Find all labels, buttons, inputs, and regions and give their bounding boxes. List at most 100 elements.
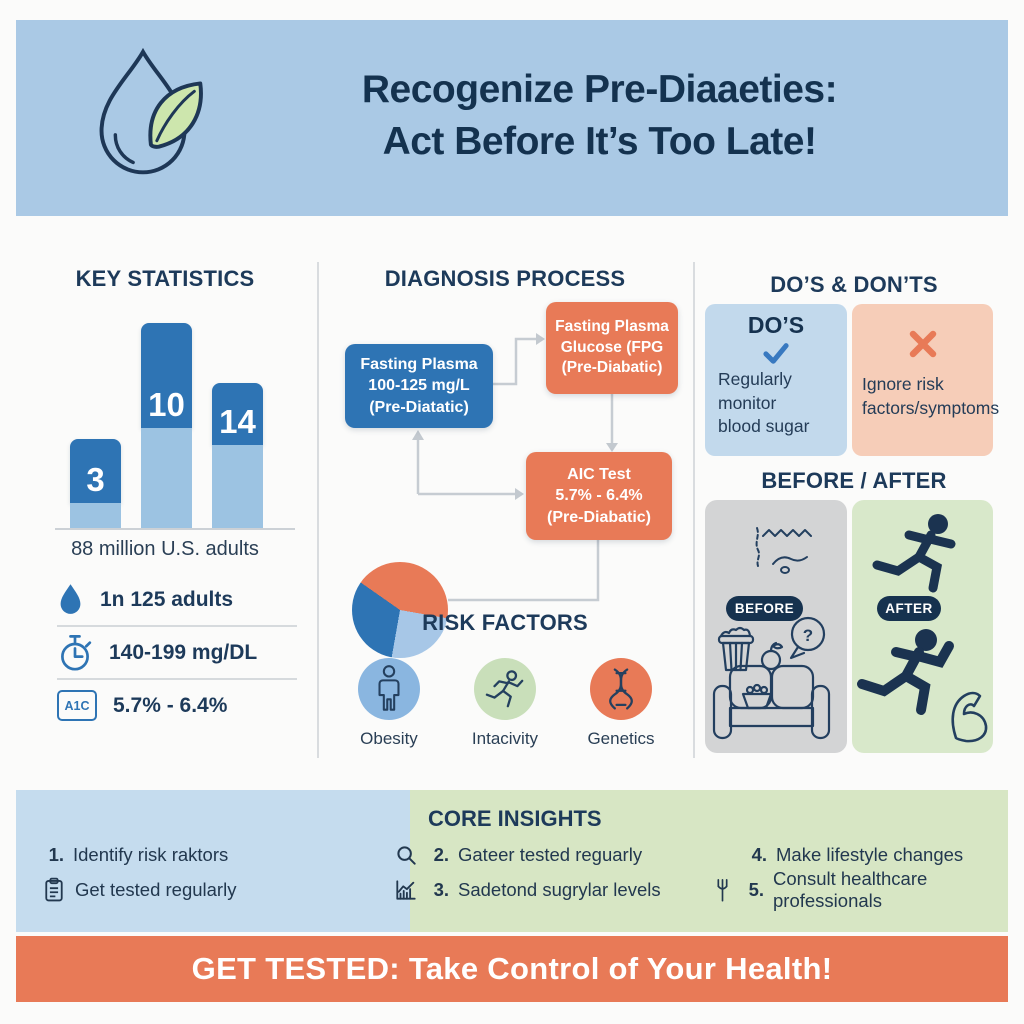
dos-card: DO’S Regularly monitor blood sugar xyxy=(705,304,847,456)
node-line: 100-125 mg/L xyxy=(368,377,470,395)
insight-item: 5. Consult healthcare professionals xyxy=(712,868,1008,911)
before-after-title: BEFORE / AFTER xyxy=(761,468,947,493)
bar-2: 10 xyxy=(141,323,192,528)
runner-silhouette-icon xyxy=(872,514,956,593)
clipboard-icon xyxy=(45,877,63,902)
core-insights-strip: CORE INSIGHTS 1. Identify risk raktors xyxy=(16,790,1008,932)
page-title-line1: Recogenize Pre-Diaaeties: xyxy=(361,68,838,111)
risk-item-obesity: Obesity xyxy=(345,658,433,749)
node-line: 5.7% - 6.4% xyxy=(555,487,643,505)
stats-list: 1n 125 adults 140-199 mg/DL A1C 5.7% - 6… xyxy=(57,574,297,731)
divider xyxy=(57,678,297,680)
item-number: 5. xyxy=(748,879,765,900)
before-scene: ? xyxy=(712,527,831,740)
bar-chart: 3 10 14 xyxy=(55,322,295,530)
bar-3-base xyxy=(212,445,263,528)
bar-3-value: 14 xyxy=(212,383,263,445)
risk-circle xyxy=(474,658,536,720)
insights-col-1: 1. Identify risk raktors Get tested regu… xyxy=(42,840,236,905)
column-divider-right xyxy=(693,262,695,758)
bicep-icon xyxy=(951,691,988,743)
risk-label: Intacivity xyxy=(471,729,539,748)
key-statistics-title: KEY STATISTICS xyxy=(75,266,255,291)
core-insights-title: CORE INSIGHTS xyxy=(428,806,602,831)
insights-col-2: 2. Gateer tested reguarly 3. Sadetond su… xyxy=(394,840,661,905)
risk-factors-row: Obesity Intacivity xyxy=(335,658,675,749)
risk-item-inactivity: Intacivity xyxy=(461,658,549,749)
item-number: 1. xyxy=(48,844,64,865)
risk-label: Genetics xyxy=(587,729,655,748)
cta-banner: GET TESTED: Take Control of Your Health! xyxy=(16,936,1008,1002)
item-number: 2. xyxy=(433,844,449,865)
strip-green-panel xyxy=(410,790,1008,932)
item-text: Get tested regularly xyxy=(75,879,237,900)
couch-icon xyxy=(712,664,831,740)
item-text: Make lifestyle changes xyxy=(776,844,964,865)
diagnosis-title: DIAGNOSIS PROCESS xyxy=(384,266,626,291)
bar-1-base xyxy=(70,503,121,528)
pie-chart xyxy=(352,562,448,658)
runner-icon xyxy=(485,670,524,708)
insight-item: 3. Sadetond sugrylar levels xyxy=(394,875,661,905)
check-icon xyxy=(763,343,789,364)
dos-donts-title: DO’S & DON’TS xyxy=(770,272,938,297)
magnifier-icon xyxy=(397,846,416,865)
item-number: 4. xyxy=(751,844,767,865)
cta-text: GET TESTED: Take Control of Your Health! xyxy=(191,951,833,986)
bar-2-value: 10 xyxy=(141,323,192,428)
bar-1-value: 3 xyxy=(70,439,121,503)
item-text: Sadetond sugrylar levels xyxy=(458,879,661,900)
before-card: ? BEFORE xyxy=(705,500,847,753)
item-text: Gateer tested reguarly xyxy=(458,844,643,865)
runner-silhouette-icon xyxy=(857,629,954,715)
insight-item: 1. Identify risk raktors xyxy=(42,840,236,870)
stat-value: 5.7% - 6.4% xyxy=(113,693,228,717)
water-drop-icon xyxy=(60,584,81,614)
strip-blue-panel xyxy=(16,790,410,932)
x-axis-line xyxy=(55,528,295,530)
header-banner: Recogenize Pre-Diaaeties: Act Before It’… xyxy=(16,20,1008,216)
flow-node-fpg: Fasting Plasma Glucose (FPG (Pre-Diabati… xyxy=(546,302,678,394)
x-icon xyxy=(909,330,936,358)
chart-icon xyxy=(396,880,416,900)
flow-arrows xyxy=(412,333,618,602)
node-line: (Pre-Diatatic) xyxy=(369,398,469,416)
risk-factors-title: RISK FACTORS xyxy=(422,610,588,635)
water-drop-leaf-logo xyxy=(99,47,203,175)
dos-text: Regularly monitor blood sugar xyxy=(718,369,810,437)
insight-item: 2. Gateer tested reguarly xyxy=(394,840,661,870)
risk-item-genetics: Genetics xyxy=(577,658,665,749)
node-line: Fasting Plasma xyxy=(555,318,669,336)
stopwatch-icon xyxy=(61,634,92,671)
flow-node-fasting-plasma: Fasting Plasma 100-125 mg/L (Pre-Diatati… xyxy=(345,344,493,428)
insights-col-3: 4. Make lifestyle changes 5. Consult hea… xyxy=(712,840,1008,911)
divider xyxy=(57,625,297,627)
risk-label: Obesity xyxy=(360,729,418,748)
stat-row-a1c: A1C 5.7% - 6.4% xyxy=(57,680,297,731)
flow-node-a1c-test: AIC Test 5.7% - 6.4% (Pre-Diabatic) xyxy=(526,452,672,540)
insight-item: Get tested regularly xyxy=(42,875,236,905)
dna-icon xyxy=(609,668,633,710)
fork-icon xyxy=(717,878,728,902)
after-scene xyxy=(857,514,988,743)
after-badge: AFTER xyxy=(877,596,941,621)
question-mark: ? xyxy=(803,626,813,645)
after-card: AFTER xyxy=(852,500,993,753)
stat-row-glucose: 140-199 mg/DL xyxy=(57,627,297,678)
node-line: Fasting Plasma xyxy=(360,356,478,374)
bar-2-base xyxy=(141,428,192,528)
node-line: AIC Test xyxy=(567,466,631,484)
question-bubble-icon xyxy=(790,616,826,652)
node-line: Glucose (FPG xyxy=(560,338,664,356)
item-text: Identify risk raktors xyxy=(73,844,229,865)
dos-heading: DO’S xyxy=(747,312,805,338)
stat-value: 140-199 mg/DL xyxy=(109,640,258,664)
item-number: 3. xyxy=(433,879,449,900)
column-divider-left xyxy=(317,262,319,758)
donts-card: Ignore risk factors/symptoms xyxy=(852,304,999,456)
page-title: Recogenize Pre-Diaaeties: Act Before It’… xyxy=(221,64,978,169)
insight-item: 4. Make lifestyle changes xyxy=(712,840,1008,870)
popcorn-bowl-icon xyxy=(741,692,773,710)
item-text: Consult healthcare professionals xyxy=(773,868,928,911)
